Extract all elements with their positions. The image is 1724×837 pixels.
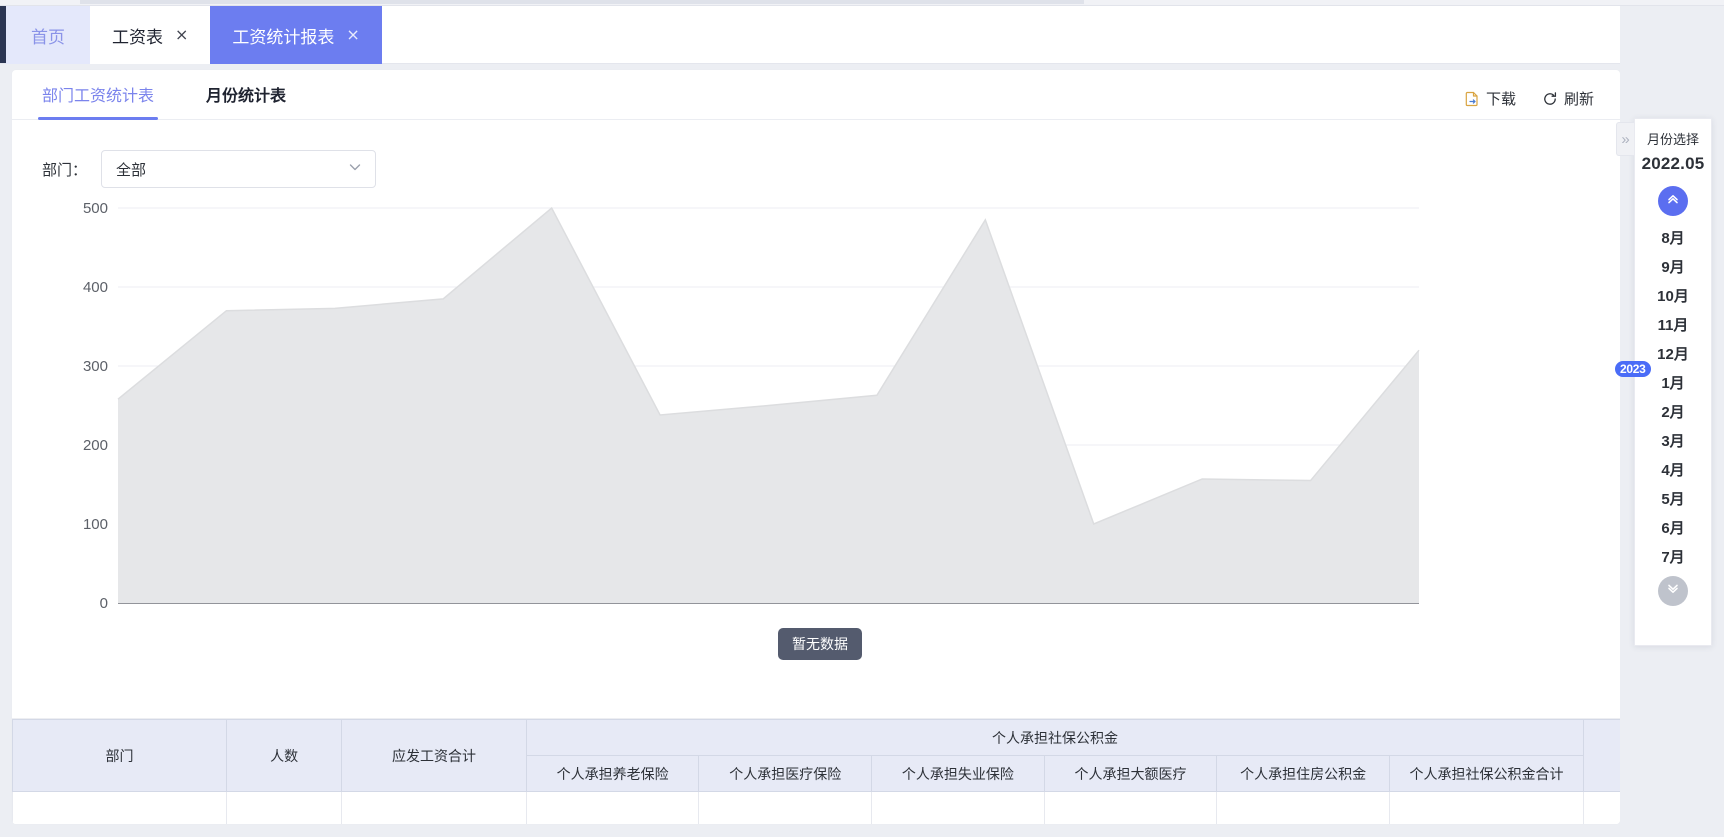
table-header-row-1: 部门 人数 应发工资合计 个人承担社保公积金 公司承担: [12, 719, 1620, 792]
month-item-7[interactable]: 7月: [1635, 543, 1711, 572]
month-scroll-up-button[interactable]: [1658, 186, 1688, 216]
month-item-6[interactable]: 6月: [1635, 514, 1711, 543]
y-tick-400: 400: [83, 279, 108, 296]
subtab-monthly-stats-label: 月份统计表: [206, 88, 287, 105]
tab-close-icon[interactable]: ×: [175, 25, 189, 44]
report-subtab-bar: 部门工资统计表 月份统计表 下载: [12, 70, 1620, 120]
month-list: 8月 9月 10月 11月 12月 2023 1月 2月 3月: [1615, 184, 1711, 606]
salary-area-chart: 500 400 300 200 100 0 暂无数据: [12, 196, 1612, 666]
month-item-10[interactable]: 10月: [1635, 282, 1711, 311]
month-scroll-down-button[interactable]: [1658, 576, 1688, 606]
y-tick-0: 0: [100, 595, 108, 612]
month-item-label: 12月: [1657, 346, 1689, 363]
download-button-label: 下载: [1485, 91, 1516, 108]
tab-payroll-statistics-report[interactable]: 工资统计报表 ×: [210, 6, 382, 64]
statistics-table: 部门 人数 应发工资合计 个人承担社保公积金 公司承担 个人承担养老保险 个人承…: [12, 718, 1620, 824]
month-item-3[interactable]: 3月: [1635, 427, 1711, 456]
tab-payroll-table[interactable]: 工资表 ×: [90, 6, 211, 64]
chevron-down-icon: [347, 159, 363, 179]
area-chart-svg: 500 400 300 200 100 0: [83, 200, 1420, 612]
col-headcount[interactable]: 人数: [226, 719, 343, 792]
month-item-label: 1月: [1661, 375, 1685, 392]
month-item-9[interactable]: 9月: [1635, 253, 1711, 282]
tab-home-label: 首页: [31, 27, 65, 47]
month-item-label: 2月: [1661, 404, 1685, 421]
tabbar-left-edge: [0, 6, 6, 63]
tab-home[interactable]: 首页: [6, 6, 90, 64]
month-item-5[interactable]: 5月: [1635, 485, 1711, 514]
chart-tooltip-label: 暂无数据: [792, 636, 848, 652]
month-item-label: 7月: [1661, 549, 1685, 566]
col-personal-medical[interactable]: 个人承担医疗保险: [698, 755, 873, 792]
statistics-table-grid: 部门 人数 应发工资合计 个人承担社保公积金 公司承担 个人承担养老保险 个人承…: [12, 719, 1620, 824]
year-badge-2023: 2023: [1615, 361, 1651, 377]
col-gross-total[interactable]: 应发工资合计: [341, 719, 527, 792]
department-filter-label: 部门：: [42, 161, 88, 179]
browser-tab-bar: 首页 工资表 × 工资统计报表 ×: [0, 6, 1724, 64]
report-toolbar: 下载 刷新: [1464, 88, 1594, 109]
subtab-monthly-stats[interactable]: 月份统计表: [202, 82, 290, 119]
double-chevron-up-icon: [1665, 191, 1681, 212]
department-select-value: 全部: [116, 161, 147, 179]
month-item-label: 11月: [1657, 317, 1689, 334]
month-selection-panel: 月份选择 2022.05 8月 9月 10月 11月: [1615, 118, 1712, 646]
col-personal-pension[interactable]: 个人承担养老保险: [525, 755, 700, 792]
month-item-label: 5月: [1661, 491, 1685, 508]
tab-close-icon[interactable]: ×: [346, 25, 360, 44]
month-item-1[interactable]: 2023 1月: [1615, 361, 1711, 398]
col-company-burden[interactable]: 公司承担: [1583, 719, 1620, 792]
refresh-button-label: 刷新: [1563, 91, 1594, 108]
chart-tooltip: 暂无数据: [778, 628, 862, 660]
col-department[interactable]: 部门: [12, 719, 228, 792]
refresh-icon: [1542, 91, 1558, 107]
month-item-label: 10月: [1657, 288, 1689, 305]
tab-payroll-statistics-report-label: 工资统计报表: [232, 27, 335, 47]
month-item-label: 4月: [1661, 462, 1685, 479]
collapse-right-icon: »: [1621, 130, 1630, 148]
report-card: 部门工资统计表 月份统计表 下载: [12, 70, 1620, 824]
chart-y-tick-labels: 500 400 300 200 100 0: [83, 200, 108, 612]
col-personal-social-total[interactable]: 个人承担社保公积金合计: [1388, 755, 1585, 792]
month-item-8[interactable]: 8月: [1635, 224, 1711, 253]
chart-line: [117, 206, 1420, 525]
month-panel-collapse-handle[interactable]: »: [1616, 122, 1634, 156]
tabbar-spacer: [381, 6, 1628, 63]
y-tick-200: 200: [83, 437, 108, 454]
double-chevron-down-icon: [1665, 581, 1681, 602]
month-item-11[interactable]: 11月: [1635, 311, 1711, 340]
month-item-label: 6月: [1661, 520, 1685, 537]
month-item-12[interactable]: 12月: [1635, 340, 1711, 369]
month-item-label: 8月: [1661, 230, 1685, 247]
y-tick-300: 300: [83, 358, 108, 375]
month-item-2[interactable]: 2月: [1635, 398, 1711, 427]
subtab-department-salary-stats-label: 部门工资统计表: [42, 88, 155, 105]
col-personal-major-medical[interactable]: 个人承担大额医疗: [1043, 755, 1218, 792]
y-tick-500: 500: [83, 200, 108, 217]
download-button[interactable]: 下载: [1464, 88, 1516, 109]
month-item-4[interactable]: 4月: [1635, 456, 1711, 485]
filter-row: 部门： 全部: [12, 120, 1620, 196]
col-personal-unemployment[interactable]: 个人承担失业保险: [871, 755, 1045, 792]
department-select[interactable]: 全部: [101, 150, 377, 188]
download-file-icon: [1464, 91, 1480, 107]
tab-payroll-table-label: 工资表: [112, 27, 163, 47]
month-panel-title: 月份选择: [1646, 132, 1699, 147]
window-top-strip: [0, 0, 1724, 6]
month-panel-current-value: 2022.05: [1641, 154, 1705, 173]
month-item-label: 3月: [1661, 433, 1685, 450]
subtab-department-salary-stats[interactable]: 部门工资统计表: [38, 82, 159, 120]
refresh-button[interactable]: 刷新: [1542, 88, 1594, 109]
table-row-empty: [12, 791, 1620, 824]
month-item-label: 9月: [1661, 259, 1685, 276]
y-tick-100: 100: [83, 516, 108, 533]
col-personal-housing-fund[interactable]: 个人承担住房公积金: [1216, 755, 1390, 792]
col-group-personal-social-insurance[interactable]: 个人承担社保公积金: [525, 719, 1585, 756]
top-strip-inner: [80, 0, 1084, 4]
table-body: [12, 791, 1620, 824]
table-header-row-2: 个人承担养老保险 个人承担医疗保险 个人承担失业保险 个人承担大额医疗 个人承担…: [13, 755, 1621, 792]
